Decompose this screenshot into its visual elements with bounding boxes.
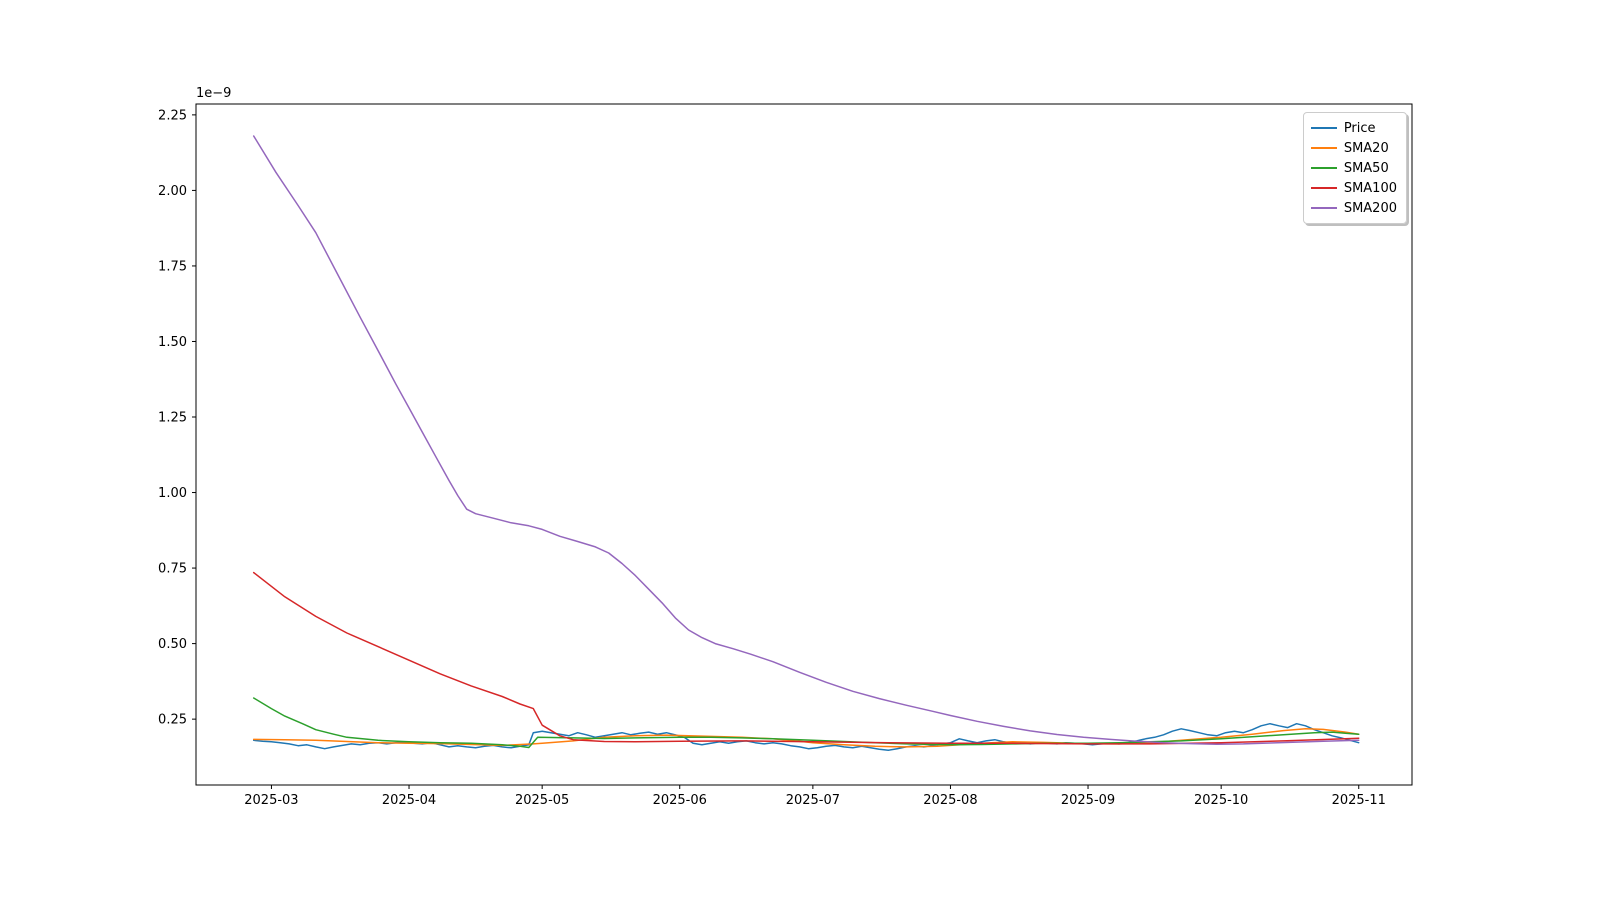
axes-frame: [195, 103, 1413, 786]
legend-item-sma100: SMA100: [1310, 178, 1397, 198]
legend: Price SMA20 SMA50 SMA100 SMA200: [1302, 112, 1407, 224]
series-line-sma200: [252, 135, 1360, 745]
y-tick-label: 1.75: [158, 259, 187, 274]
series-line-price: [252, 722, 1360, 752]
x-tick-label: 2025-03: [244, 793, 298, 808]
legend-label: SMA50: [1343, 160, 1389, 176]
y-tick-label: 0.25: [158, 713, 187, 728]
legend-label: SMA100: [1343, 180, 1397, 196]
legend-item-price: Price: [1310, 118, 1397, 138]
x-tick-label: 2025-04: [382, 793, 436, 808]
legend-line-swatch: [1310, 207, 1337, 209]
x-tick-label: 2025-08: [923, 793, 977, 808]
y-tick-label: 0.50: [158, 637, 187, 652]
legend-label: SMA20: [1343, 140, 1389, 156]
y-tick-label: 2.00: [158, 184, 187, 199]
series-line-sma100: [252, 571, 1360, 745]
x-tick-label: 2025-07: [786, 793, 840, 808]
series-line-sma20: [252, 728, 1360, 748]
y-tick-label: 1.50: [158, 335, 187, 350]
legend-item-sma20: SMA20: [1310, 138, 1397, 158]
y-tick-label: 1.00: [158, 486, 187, 501]
x-tick-label: 2025-10: [1194, 793, 1248, 808]
x-tick-label: 2025-05: [515, 793, 569, 808]
legend-line-swatch: [1310, 187, 1337, 189]
y-axis-offset-label: 1e−9: [196, 86, 232, 101]
legend-label: Price: [1343, 120, 1376, 136]
legend-item-sma50: SMA50: [1310, 158, 1397, 178]
legend-label: SMA200: [1343, 200, 1397, 216]
y-tick-label: 2.25: [158, 108, 187, 123]
legend-item-sma200: SMA200: [1310, 198, 1397, 218]
legend-line-swatch: [1310, 167, 1337, 169]
x-tick-label: 2025-09: [1061, 793, 1115, 808]
y-tick-label: 0.75: [158, 562, 187, 577]
y-tick-label: 1.25: [158, 411, 187, 426]
series-line-sma50: [252, 697, 1360, 749]
legend-line-swatch: [1310, 127, 1337, 129]
legend-line-swatch: [1310, 147, 1337, 149]
x-tick-label: 2025-06: [653, 793, 707, 808]
x-tick-label: 2025-11: [1332, 793, 1386, 808]
